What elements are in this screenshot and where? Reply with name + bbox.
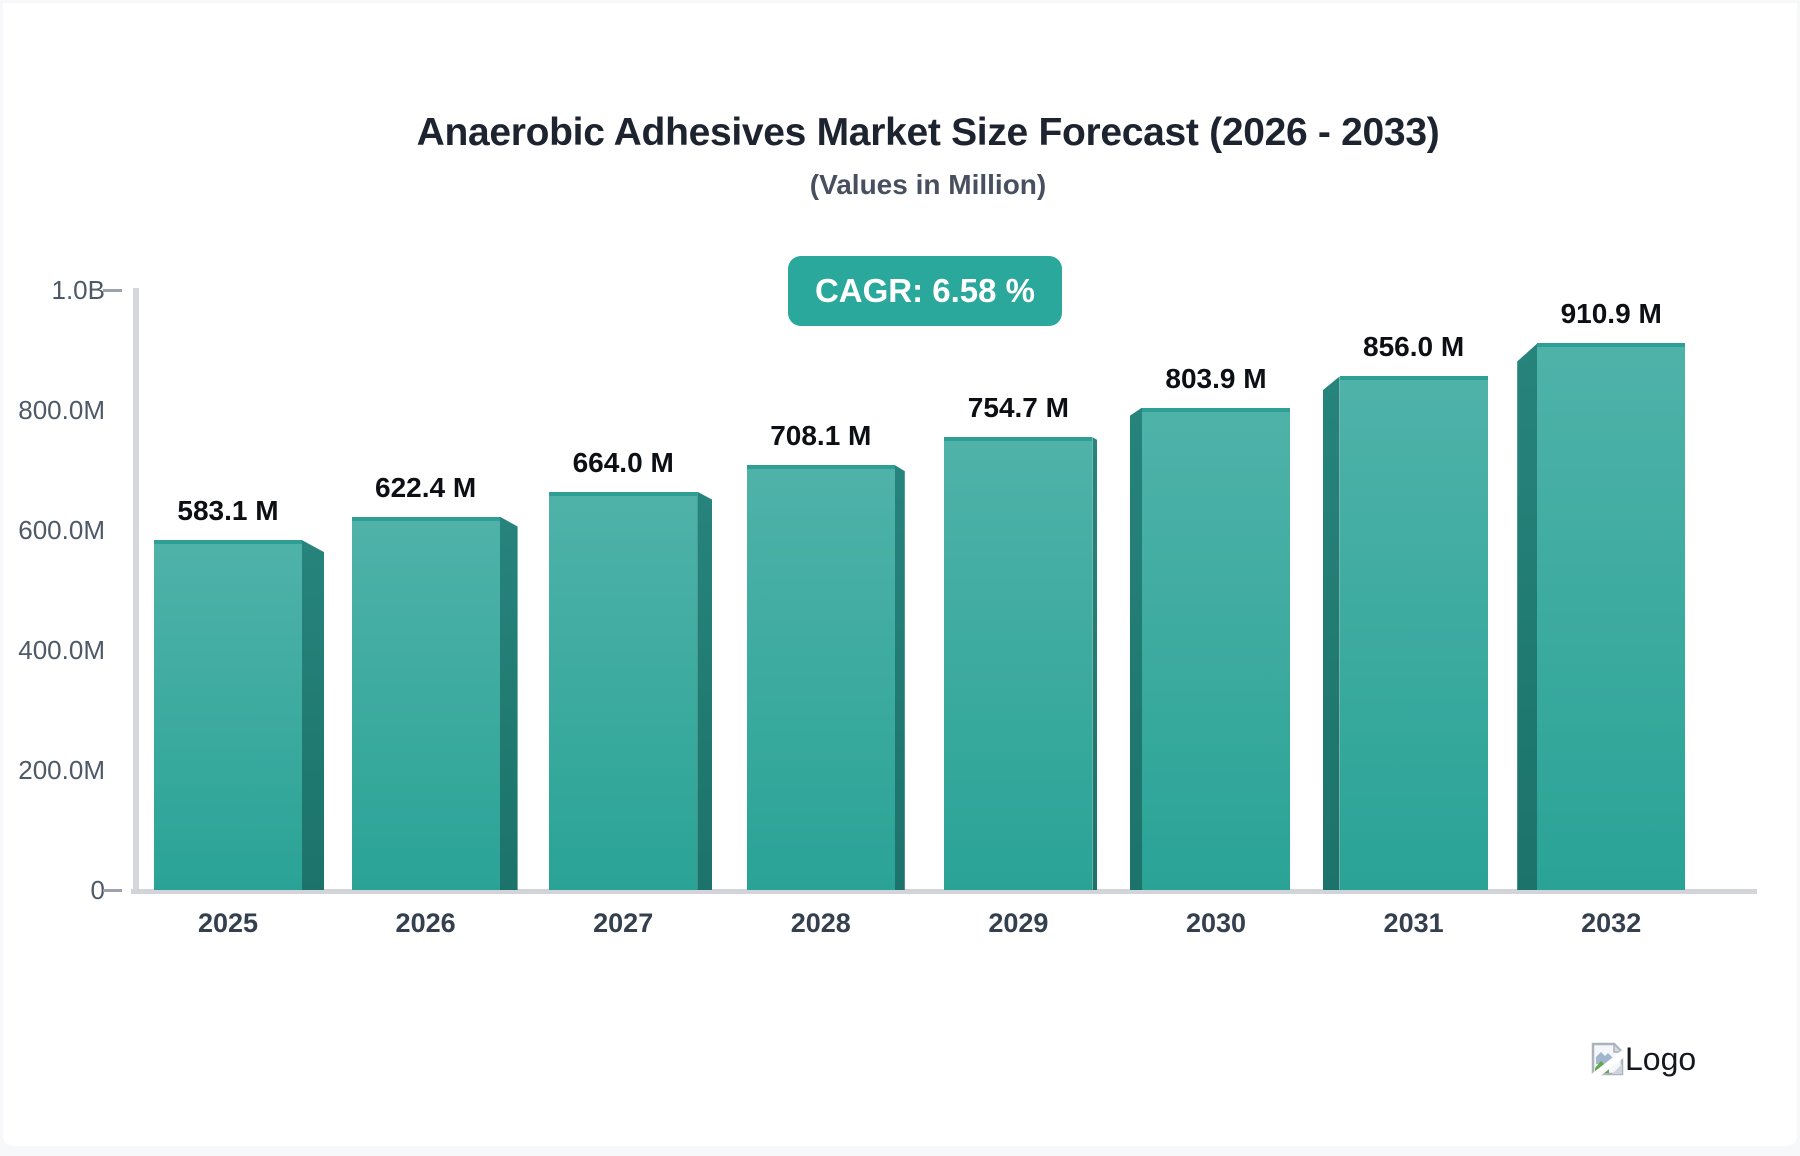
bar-2028 [746,465,895,890]
x-axis-label: 2028 [790,908,851,938]
bar-3d-side [1130,407,1142,890]
y-axis-line [133,288,139,894]
bar-2026 [351,516,500,890]
y-axis-tick-mark [103,289,122,292]
bar-3d-side [1322,376,1340,890]
cagr-badge: CAGR: 6.58 % [788,256,1062,326]
bar-2031 [1339,376,1488,890]
bar-2030 [1142,407,1290,890]
bar-3d-side [499,516,518,890]
bar-value-label: 622.4 M [375,471,477,503]
chart-title: Anaerobic Adhesives Market Size Forecast… [416,111,1440,154]
x-axis-label: 2030 [1185,908,1247,938]
bar-3d-side [894,465,905,890]
bar-2029 [944,437,1093,890]
bar-3d-side [1092,437,1098,890]
bar-value-label: 754.7 M [967,392,1069,424]
bar-2027 [549,491,698,890]
bar-3d-side [697,491,713,890]
bar-3d-side [302,540,324,890]
x-axis-line [131,889,1757,894]
bar-2032 [1537,343,1686,890]
x-axis-label: 2032 [1581,908,1642,938]
chart-subtitle: (Values in Million) [809,169,1047,200]
bar-value-label: 583.1 M [177,495,279,527]
broken-image-icon [1591,1042,1624,1076]
x-axis-label: 2025 [197,908,259,938]
x-axis-label: 2027 [593,908,654,938]
y-axis-tick-label: 600.0M [18,515,105,545]
bar-2025 [154,540,302,890]
y-axis-tick-label: 200.0M [18,755,105,785]
x-axis-label: 2026 [395,908,456,938]
bar-value-label: 708.1 M [770,420,872,452]
bar-value-label: 803.9 M [1165,362,1267,394]
bar-value-label: 856.0 M [1363,331,1465,363]
bar-3d-side [1517,343,1538,890]
y-axis-tick-label: 400.0M [18,635,105,665]
chart-card: Anaerobic Adhesives Market Size Forecast… [3,3,1797,1146]
logo: Logo [1591,1041,1696,1077]
bar-value-label: 910.9 M [1560,298,1662,330]
x-axis-label: 2031 [1383,908,1444,938]
y-axis-tick-mark [103,889,122,892]
x-axis-label: 2029 [988,908,1049,938]
y-axis-tick-label: 800.0M [18,395,105,425]
logo-alt-text: Logo [1625,1041,1697,1077]
bar-value-label: 664.0 M [572,446,674,478]
y-axis-tick-label: 1.0B [51,275,106,305]
y-axis-tick-label: 0 [90,875,105,905]
